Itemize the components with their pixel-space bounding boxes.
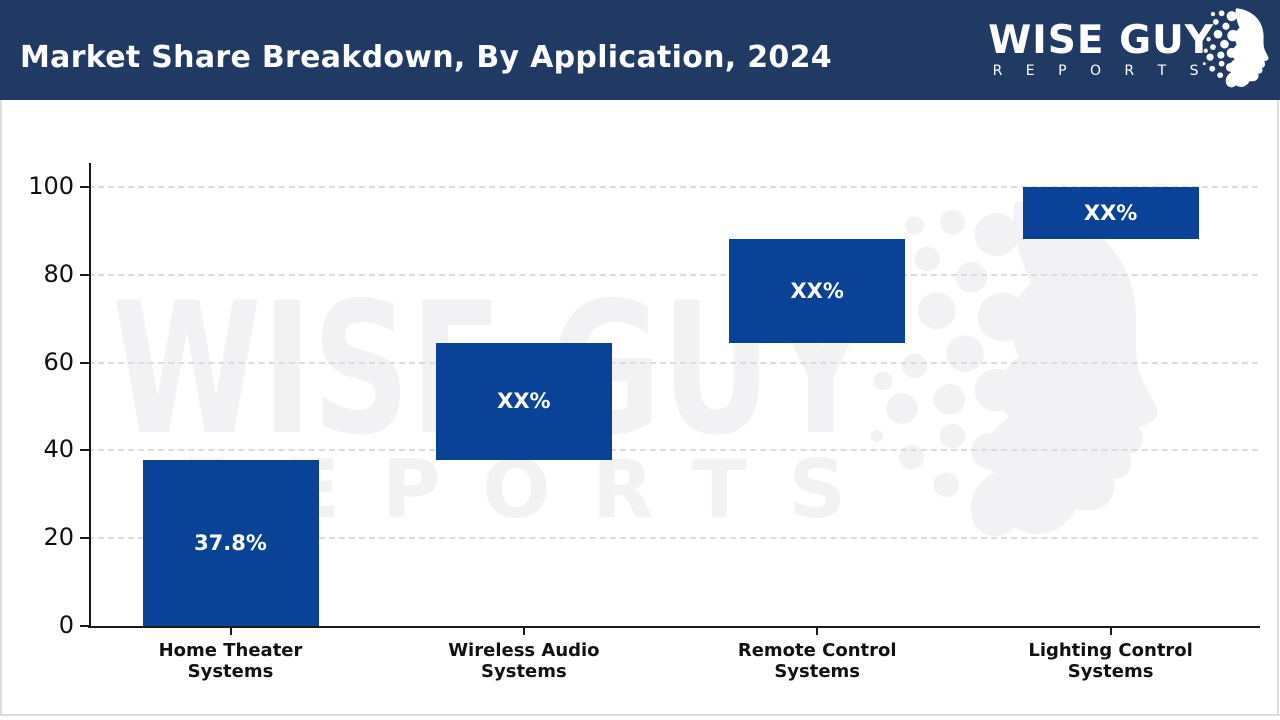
- logo-subtitle: R E P O R T S: [992, 63, 1208, 79]
- watermark-head-icon: [870, 201, 1158, 537]
- bar-wireless-audio-systems: XX%: [435, 342, 612, 461]
- y-tick-mark: [80, 537, 90, 540]
- frame-left: [0, 100, 2, 716]
- y-tick-label: 0: [58, 611, 74, 639]
- gridline-60: [88, 361, 1258, 364]
- y-tick-label: 40: [43, 435, 74, 464]
- x-tick-label-line: Systems: [774, 661, 861, 682]
- x-tick-mark: [522, 628, 525, 635]
- x-tick-label: Lighting Control Systems: [991, 640, 1231, 682]
- y-tick-mark: [80, 186, 90, 188]
- y-tick-label: 60: [43, 347, 74, 376]
- x-tick-label-line: Systems: [187, 661, 274, 682]
- x-tick-label-line: Home Theater: [158, 640, 303, 661]
- frame-right: [1277, 100, 1279, 716]
- header-bar: Market Share Breakdown, By Application, …: [0, 0, 1280, 100]
- y-tick-mark: [80, 361, 90, 364]
- y-axis-spine: [89, 162, 91, 628]
- x-tick-label-line: Systems: [1067, 661, 1154, 682]
- bar-home-theater-systems: 37.8%: [142, 460, 319, 626]
- bar-value-label: XX%: [497, 389, 551, 414]
- y-tick-mark: [80, 449, 90, 452]
- y-tick-label: 80: [43, 259, 74, 288]
- x-tick-mark: [229, 628, 232, 635]
- logo-text: WISE GUY R E P O R T S: [988, 18, 1214, 80]
- x-tick-label-line: Lighting Control: [1028, 640, 1193, 661]
- bar-remote-control-systems: XX%: [729, 238, 906, 343]
- logo-name: WISE GUY: [988, 18, 1214, 63]
- gridline-100: [88, 186, 1258, 188]
- gridline-40: [88, 449, 1258, 452]
- gridline-20: [88, 537, 1258, 540]
- x-tick-mark: [1109, 628, 1112, 635]
- wiseguy-logo: WISE GUY R E P O R T S: [988, 2, 1272, 98]
- gridline-80: [88, 273, 1258, 276]
- y-tick-label: 20: [43, 523, 74, 552]
- wiseguy-head-logo-icon: [1202, 8, 1269, 88]
- bar-lighting-control-systems: XX%: [1022, 187, 1199, 239]
- x-tick-label: Wireless Audio Systems: [404, 640, 644, 682]
- page-title: Market Share Breakdown, By Application, …: [20, 39, 832, 75]
- x-tick-label-line: Remote Control: [737, 640, 897, 661]
- x-axis-spine: [88, 626, 1260, 628]
- bar-value-label: 37.8%: [194, 531, 267, 556]
- y-tick-mark: [80, 273, 90, 276]
- x-tick-label-line: Systems: [481, 661, 567, 682]
- bar-value-label: XX%: [790, 278, 844, 303]
- bar-value-label: XX%: [1083, 200, 1138, 225]
- x-tick-mark: [816, 628, 819, 635]
- y-tick-mark: [80, 625, 90, 627]
- x-tick-label: Home Theater Systems: [111, 640, 351, 682]
- x-tick-label: Remote Control Systems: [697, 640, 937, 682]
- y-tick-label: 100: [28, 172, 74, 200]
- x-tick-label-line: Wireless Audio: [448, 640, 600, 661]
- frame-bottom: [0, 714, 1280, 716]
